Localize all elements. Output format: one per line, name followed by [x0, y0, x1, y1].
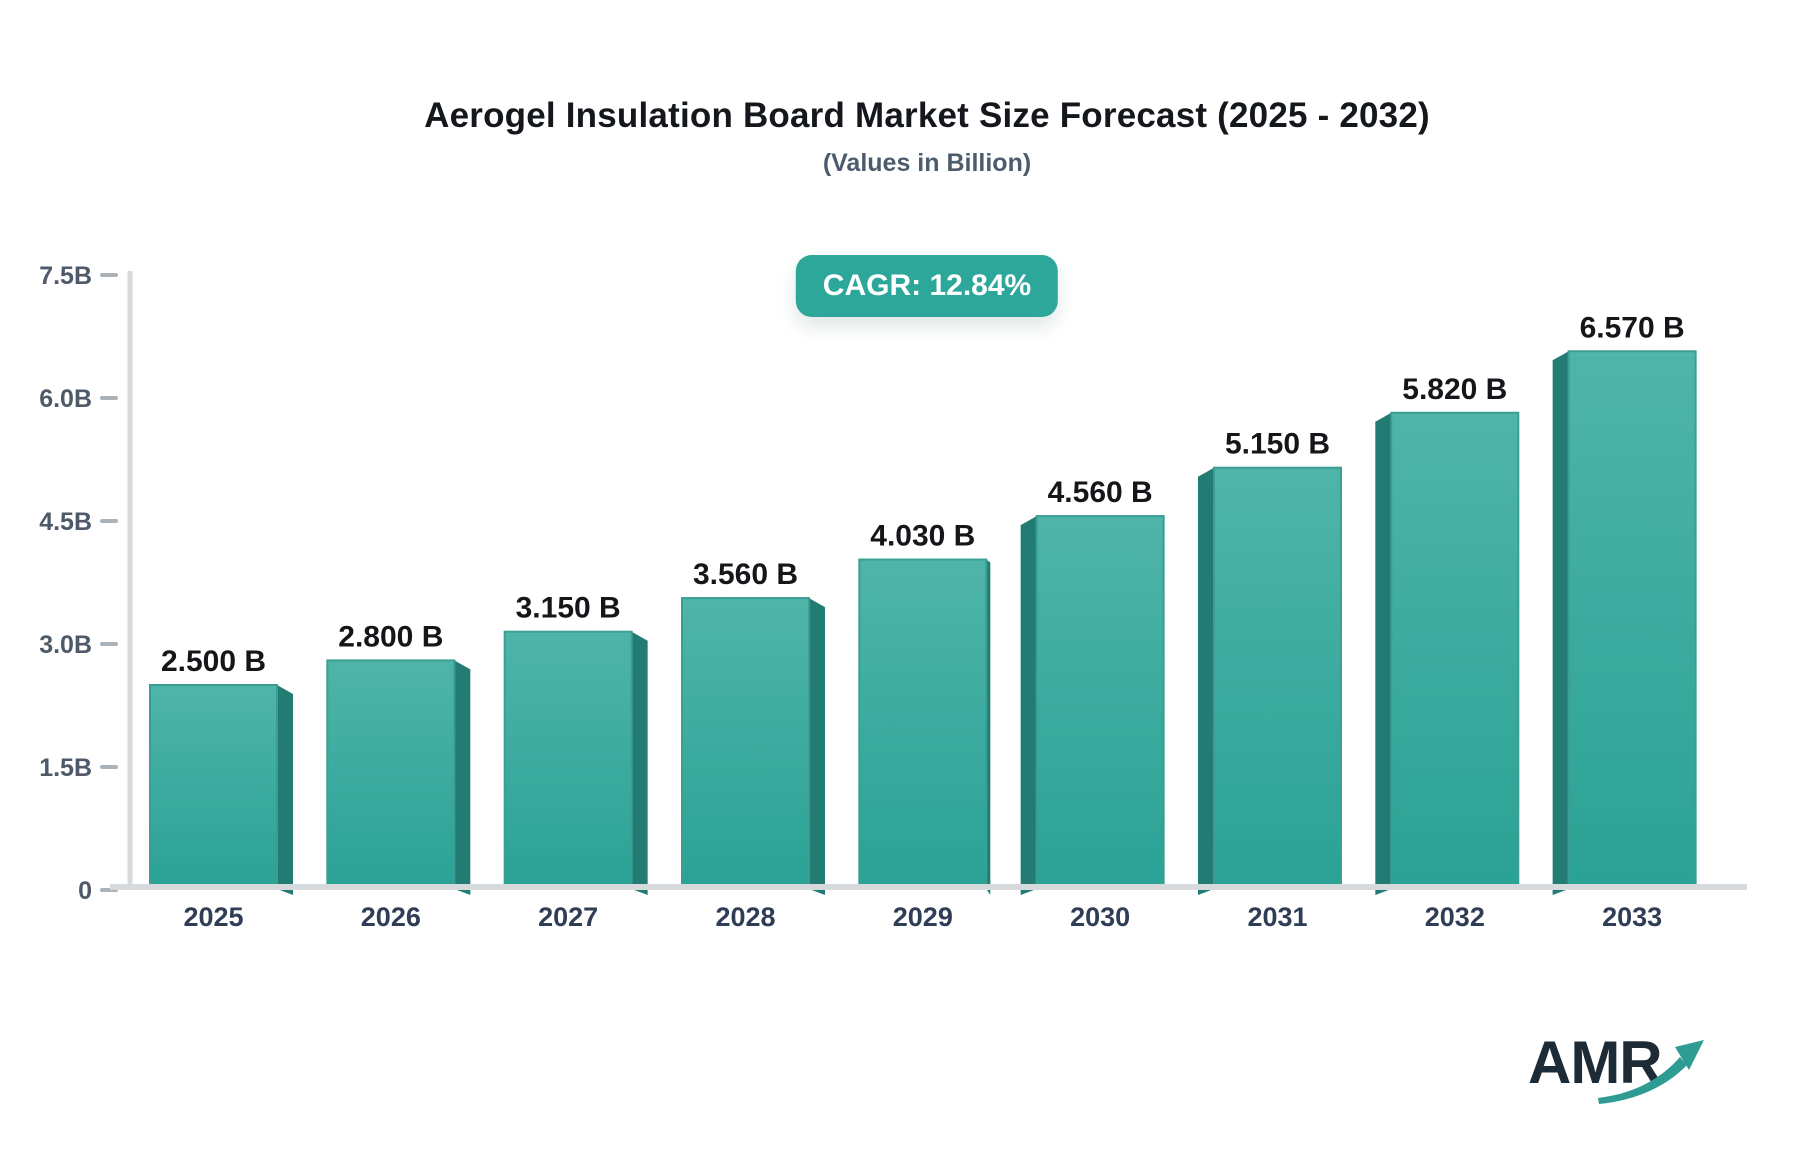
- y-tick-label-6.0B: 6.0B: [39, 385, 92, 413]
- bar-2033: [1567, 350, 1697, 890]
- y-tick-label-4.5B: 4.5B: [39, 508, 92, 536]
- bar-2032: [1390, 411, 1520, 890]
- cagr-badge: CAGR: 12.84%: [795, 255, 1059, 317]
- y-tick-label-7.5B: 7.5B: [39, 262, 92, 290]
- bar-value-label-2032: 5.820 B: [1402, 373, 1507, 406]
- x-axis-label-2027: 2027: [538, 902, 598, 932]
- bar-side-2033: [1552, 351, 1569, 895]
- amr-logo-text: AMR: [1528, 1029, 1663, 1096]
- x-axis-label-2025: 2025: [183, 902, 243, 932]
- bar-side-2026: [454, 660, 471, 895]
- bar-2029: [858, 558, 988, 890]
- bar-side-2032: [1375, 412, 1392, 895]
- bar-2025: [149, 684, 278, 890]
- x-axis-label-2031: 2031: [1247, 902, 1307, 932]
- chart-subtitle: (Values in Billion): [822, 149, 1032, 177]
- y-tick-3.0B: [100, 642, 118, 646]
- bar-value-label-2025: 2.500 B: [161, 645, 266, 678]
- bar-value-label-2027: 3.150 B: [516, 592, 621, 625]
- y-tick-label-0: 0: [78, 877, 92, 905]
- bar-value-label-2033: 6.570 B: [1580, 311, 1685, 344]
- growth-arrow-icon: [1598, 1040, 1704, 1104]
- bar-side-2025: [277, 685, 293, 895]
- y-tick-4.5B: [100, 519, 118, 523]
- bar-2031: [1212, 466, 1342, 890]
- chart-title: Aerogel Insulation Board Market Size For…: [424, 96, 1430, 135]
- bar-side-2028: [808, 598, 825, 895]
- bar-value-label-2029: 4.030 B: [870, 520, 975, 553]
- bar-2028: [680, 597, 810, 891]
- bar-side-2030: [1020, 516, 1037, 895]
- x-axis-line: [110, 884, 1747, 890]
- x-axis-label-2026: 2026: [361, 902, 421, 932]
- x-axis-label-2028: 2028: [715, 902, 775, 932]
- y-tick-label-1.5B: 1.5B: [39, 754, 92, 782]
- bar-2026: [326, 659, 456, 891]
- y-tick-1.5B: [100, 765, 118, 769]
- bar-2027: [503, 630, 633, 890]
- bar-value-label-2026: 2.800 B: [338, 620, 443, 653]
- bar-side-2027: [631, 631, 648, 895]
- y-tick-label-3.0B: 3.0B: [39, 631, 92, 659]
- bar-2030: [1035, 515, 1165, 891]
- bar-value-label-2031: 5.150 B: [1225, 428, 1330, 461]
- amr-logo: AMR: [1528, 1028, 1728, 1118]
- bar-value-label-2030: 4.560 B: [1048, 476, 1153, 509]
- bar-side-2031: [1197, 467, 1214, 895]
- y-tick-7.5B: [100, 273, 118, 277]
- x-axis-label-2032: 2032: [1425, 902, 1485, 932]
- x-axis-label-2030: 2030: [1070, 902, 1130, 932]
- y-tick-6.0B: [100, 396, 118, 400]
- x-axis-label-2029: 2029: [893, 902, 953, 932]
- x-axis-label-2033: 2033: [1602, 902, 1662, 932]
- bar-value-label-2028: 3.560 B: [693, 558, 798, 591]
- y-axis-line: [127, 271, 133, 890]
